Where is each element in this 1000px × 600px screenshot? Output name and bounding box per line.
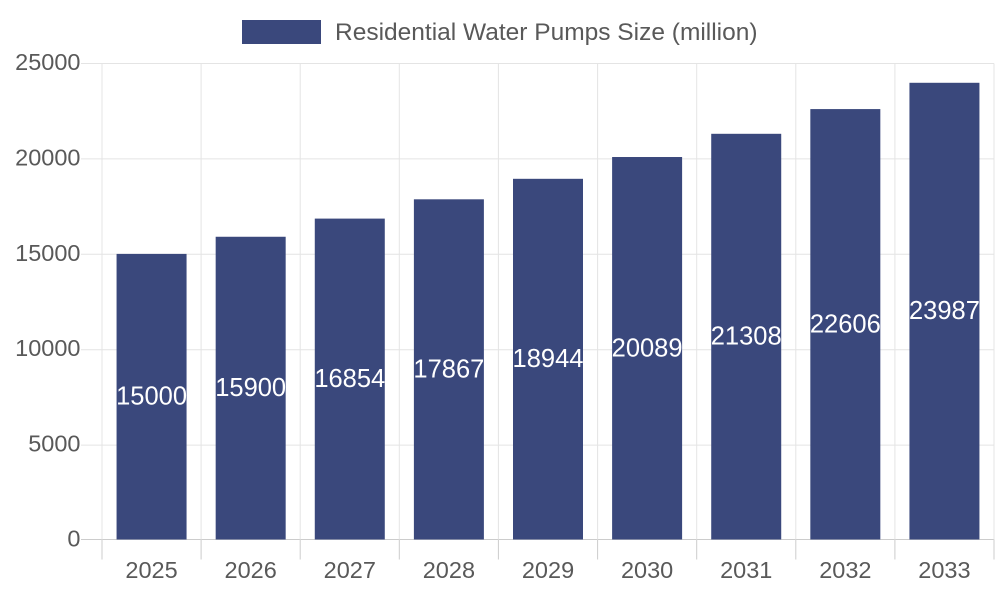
svg-text:2033: 2033 <box>918 557 970 583</box>
svg-text:15000: 15000 <box>15 240 80 266</box>
svg-text:17867: 17867 <box>413 355 484 383</box>
svg-text:20000: 20000 <box>15 144 80 170</box>
svg-text:2029: 2029 <box>522 557 574 583</box>
svg-text:15000: 15000 <box>116 383 187 411</box>
svg-text:22606: 22606 <box>810 310 881 338</box>
svg-text:10000: 10000 <box>15 335 80 361</box>
svg-text:2030: 2030 <box>621 557 673 583</box>
svg-text:23987: 23987 <box>909 297 980 325</box>
svg-text:16854: 16854 <box>314 365 385 393</box>
svg-text:2032: 2032 <box>819 557 871 583</box>
svg-text:21308: 21308 <box>711 323 782 351</box>
svg-text:2031: 2031 <box>720 557 772 583</box>
svg-text:15900: 15900 <box>215 374 286 402</box>
svg-text:Residential Water Pumps Size (: Residential Water Pumps Size (million) <box>335 19 758 46</box>
svg-text:2025: 2025 <box>125 557 177 583</box>
svg-text:2028: 2028 <box>423 557 475 583</box>
svg-text:2027: 2027 <box>324 557 376 583</box>
svg-text:2026: 2026 <box>225 557 277 583</box>
svg-text:18944: 18944 <box>513 345 584 373</box>
svg-text:5000: 5000 <box>28 431 80 457</box>
svg-text:20089: 20089 <box>612 334 683 362</box>
svg-text:25000: 25000 <box>15 49 80 75</box>
svg-text:0: 0 <box>67 526 80 552</box>
